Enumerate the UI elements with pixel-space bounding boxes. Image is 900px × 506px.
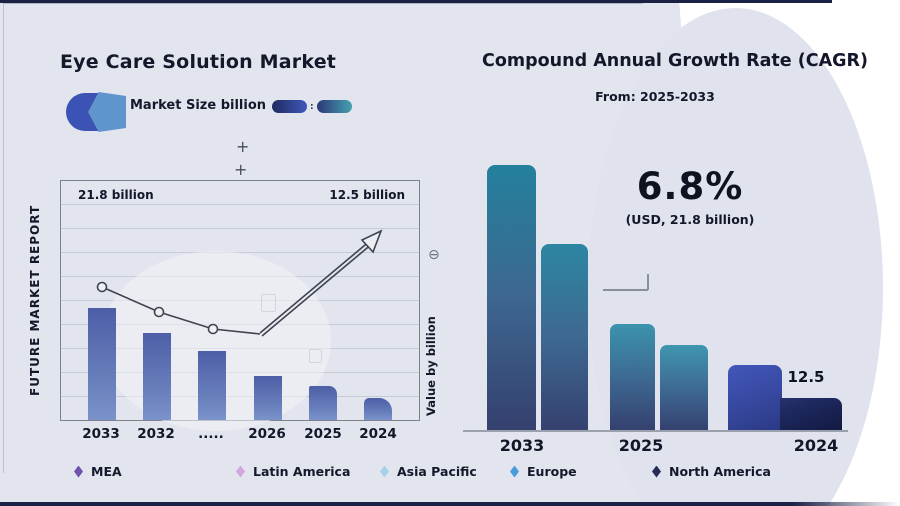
bar-2032 xyxy=(143,333,172,420)
trend-marker xyxy=(153,306,165,318)
bar-2025-b xyxy=(660,345,708,430)
panel-outline xyxy=(3,3,643,473)
bar-2025 xyxy=(308,386,337,420)
bar-2033 xyxy=(88,308,116,420)
legend-item-latin-america: Latin America xyxy=(236,464,350,479)
x-label-2033: 2033 xyxy=(82,426,120,442)
callout-bracket xyxy=(603,289,648,291)
diamond-bullet-icon xyxy=(380,465,389,478)
trend-marker xyxy=(207,323,219,335)
legend-label: North America xyxy=(669,464,771,479)
bar-2024-a xyxy=(728,365,782,430)
circled-minus-icon: ⊖ xyxy=(428,247,440,263)
legend-label: MEA xyxy=(91,464,122,479)
plus-mark-icon: + xyxy=(234,160,248,179)
diamond-bullet-icon xyxy=(236,465,245,478)
future-market-report-watermark: FUTURE MARKET REPORT xyxy=(28,204,42,397)
x-label-2025: 2025 xyxy=(304,426,342,442)
legend-item-europe: Europe xyxy=(510,464,577,479)
growth-arrow-head-icon xyxy=(360,229,383,254)
annotation-12-5-billion: 12.5 billion xyxy=(329,188,405,202)
cagr-subtitle: From: 2025-2033 xyxy=(595,89,715,104)
data-label-12-5: 12.5 xyxy=(787,368,825,386)
plus-mark-icon: + xyxy=(236,137,250,156)
ghost-calendar-icon xyxy=(261,294,276,312)
top-accent-strip xyxy=(0,0,832,3)
x-label-2024: 2024 xyxy=(793,436,839,455)
diamond-bullet-icon xyxy=(74,465,83,478)
market-size-legend-label: Market Size billion xyxy=(130,98,267,113)
x-label-2026: 2026 xyxy=(248,426,286,442)
ratio-pill-teal xyxy=(316,100,352,113)
growth-arrow-line xyxy=(259,239,372,334)
x-axis-baseline xyxy=(463,430,848,432)
x-label-2025: 2025 xyxy=(618,436,664,455)
x-label-dots: ..... xyxy=(198,426,224,442)
page-title: Eye Care Solution Market xyxy=(60,51,337,73)
x-label-2032: 2032 xyxy=(137,426,175,442)
trend-marker xyxy=(96,281,108,293)
ratio-pill-blue xyxy=(272,100,307,113)
value-by-billion-axis-label: Value by billion xyxy=(424,316,438,416)
bottom-accent-strip xyxy=(0,502,900,506)
cagr-title: Compound Annual Growth Rate (CAGR) xyxy=(482,51,868,71)
left-bars xyxy=(88,220,392,420)
bar-2026 xyxy=(253,376,282,420)
cagr-note: (USD, 21.8 billion) xyxy=(625,212,755,227)
bar-2024-b xyxy=(780,398,842,430)
bar-2024 xyxy=(363,398,392,420)
legend-item-asia-pacific: Asia Pacific xyxy=(380,464,477,479)
diamond-bullet-icon xyxy=(652,465,661,478)
bar-dots xyxy=(198,351,227,420)
x-label-2024: 2024 xyxy=(359,426,397,442)
market-size-icon xyxy=(66,92,128,132)
market-size-chart: 21.8 billion 12.5 billion xyxy=(60,180,420,431)
legend-label: Latin America xyxy=(253,464,351,479)
legend-item-north-america: North America xyxy=(652,464,771,479)
ghost-chart-icon xyxy=(309,349,322,363)
bar-2033-b xyxy=(541,244,588,430)
annotation-21-8-billion: 21.8 billion xyxy=(78,188,154,202)
bar-2025-a xyxy=(610,324,655,430)
bar-2033-a xyxy=(487,165,536,430)
ratio-separator: : xyxy=(310,101,314,112)
legend-label: Europe xyxy=(527,464,577,479)
trend-line-and-arrow xyxy=(96,229,383,337)
legend-item-mea: MEA xyxy=(74,464,122,479)
ratio-pills: : xyxy=(272,100,352,113)
callout-bracket xyxy=(647,274,649,290)
cagr-value: 6.8% xyxy=(636,165,744,208)
diamond-bullet-icon xyxy=(510,465,519,478)
legend-label: Asia Pacific xyxy=(397,464,477,479)
x-label-2033: 2033 xyxy=(499,436,545,455)
